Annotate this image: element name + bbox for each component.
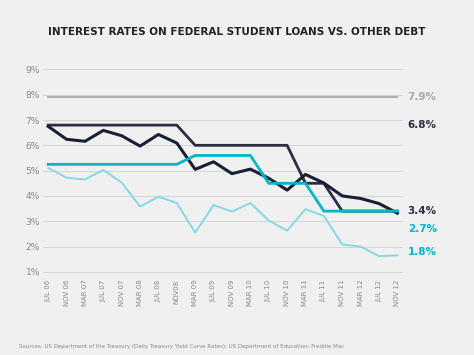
Text: 2.7%: 2.7% [408,224,437,234]
Text: 3.4%: 3.4% [408,206,437,216]
Text: INTEREST RATES ON FEDERAL STUDENT LOANS VS. OTHER DEBT: INTEREST RATES ON FEDERAL STUDENT LOANS … [48,27,426,37]
Text: 1.8%: 1.8% [408,247,437,257]
Text: Sources: US Department of the Treasury (Daily Treasury Yield Curve Rates); US De: Sources: US Department of the Treasury (… [19,344,344,349]
Text: 6.8%: 6.8% [408,120,437,130]
Text: 7.9%: 7.9% [408,92,437,102]
